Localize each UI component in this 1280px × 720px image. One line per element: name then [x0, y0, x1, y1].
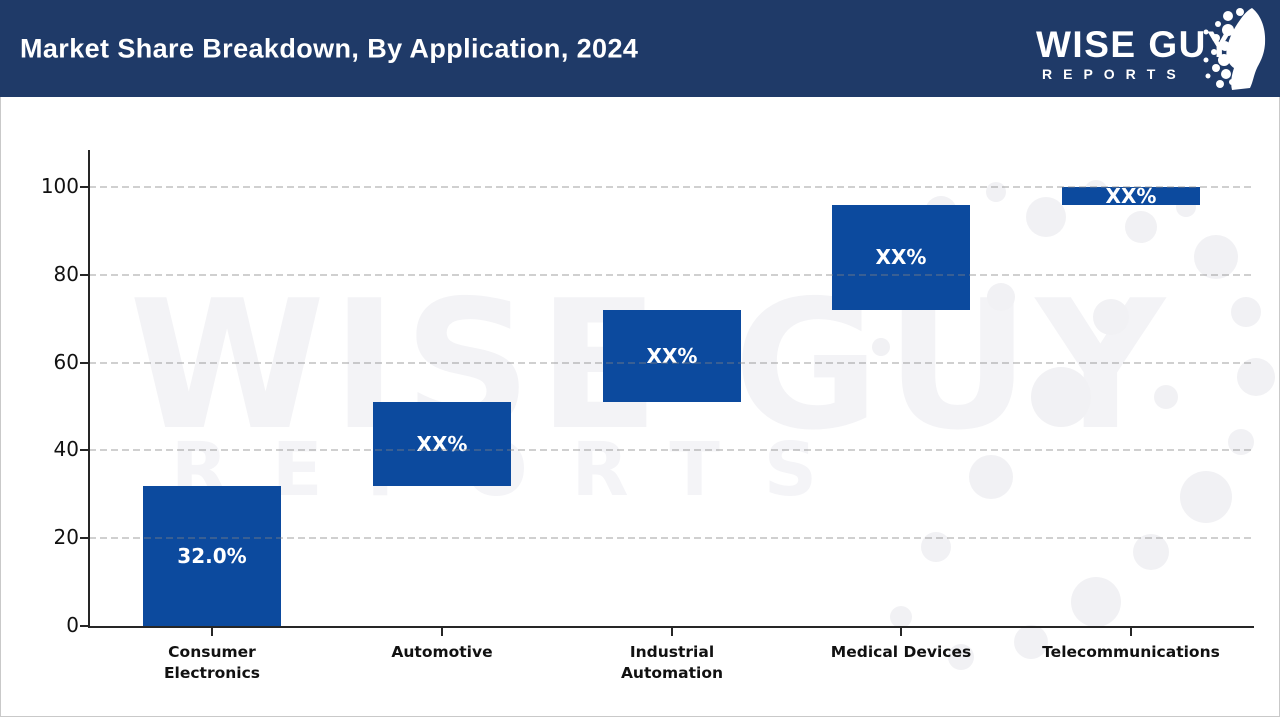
- gridline: [89, 537, 1254, 540]
- y-tick-mark: [80, 625, 88, 627]
- y-tick-mark: [80, 361, 88, 364]
- y-axis-line: [88, 150, 90, 628]
- logo-face-icon: [1203, 8, 1266, 90]
- bar-value-label: 32.0%: [177, 543, 247, 568]
- y-tick-label: 40: [53, 437, 79, 462]
- gridline: [89, 361, 1254, 364]
- x-tick-mark: [211, 628, 213, 636]
- y-tick-mark: [80, 449, 88, 452]
- gridline: [89, 449, 1254, 452]
- wise-guy-reports-logo: WISE GUY REPORTS: [1010, 4, 1266, 94]
- x-tick-mark: [441, 628, 443, 636]
- y-tick-label: 80: [53, 261, 79, 286]
- header-bar: Market Share Breakdown, By Application, …: [0, 0, 1280, 97]
- bar-telecommunications: XX%: [1062, 183, 1200, 208]
- bar-automotive: XX%: [373, 402, 511, 486]
- page-title: Market Share Breakdown, By Application, …: [20, 33, 639, 63]
- x-axis-label: Telecommunications: [1042, 643, 1220, 661]
- gridline: [89, 273, 1254, 276]
- x-axis-line: [88, 626, 1254, 628]
- y-tick-label: 100: [40, 174, 79, 198]
- bar-consumer-electronics: 32.0%: [143, 485, 281, 626]
- logo-wordmark: WISE GUY: [1036, 24, 1234, 65]
- bar-medical-devices: XX%: [832, 204, 970, 310]
- y-tick-label: 60: [53, 349, 79, 374]
- watermark-face-icon: [872, 180, 1275, 670]
- y-tick-mark: [80, 186, 88, 188]
- x-axis-label: Medical Devices: [830, 643, 972, 661]
- bar-industrial-automation: XX%: [603, 309, 741, 403]
- y-tick-label: 20: [53, 525, 79, 550]
- x-axis-label: Consumer Electronics: [163, 643, 261, 682]
- y-tick-label: 0: [66, 613, 79, 637]
- bar-value-label: XX%: [646, 344, 698, 368]
- bar-value-label: XX%: [1105, 183, 1157, 208]
- x-axis-label: Industrial Automation: [620, 643, 724, 682]
- chart-card: WISE GUY REPORTS 32.0% XX% XX% XX% XX% 0 20 40…: [0, 97, 1280, 717]
- x-tick-mark: [671, 628, 673, 636]
- gridline: [89, 186, 1254, 188]
- bar-value-label: XX%: [875, 245, 927, 270]
- x-tick-mark: [900, 628, 902, 636]
- y-tick-mark: [80, 273, 88, 276]
- y-tick-mark: [80, 537, 88, 540]
- x-tick-mark: [1130, 628, 1132, 636]
- x-axis-label: Automotive: [391, 643, 493, 661]
- bar-value-label: XX%: [416, 431, 468, 456]
- logo-subtitle: REPORTS: [1042, 66, 1187, 82]
